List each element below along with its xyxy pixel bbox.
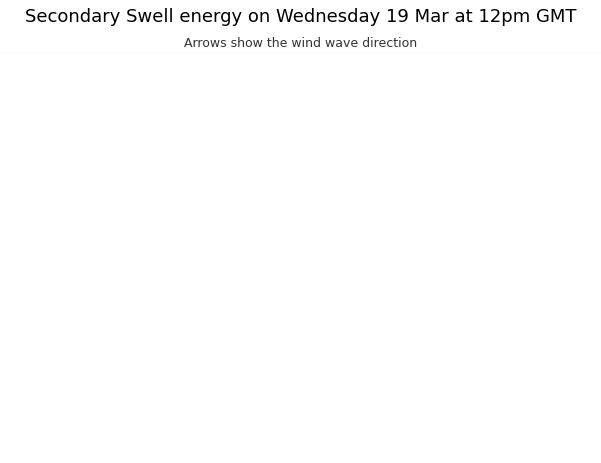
Text: Secondary Swell energy on Wednesday 19 Mar at 12pm GMT: Secondary Swell energy on Wednesday 19 M… xyxy=(25,8,576,26)
Text: Arrows show the wind wave direction: Arrows show the wind wave direction xyxy=(184,37,417,50)
Text: cartopy not available: cartopy not available xyxy=(227,251,374,265)
